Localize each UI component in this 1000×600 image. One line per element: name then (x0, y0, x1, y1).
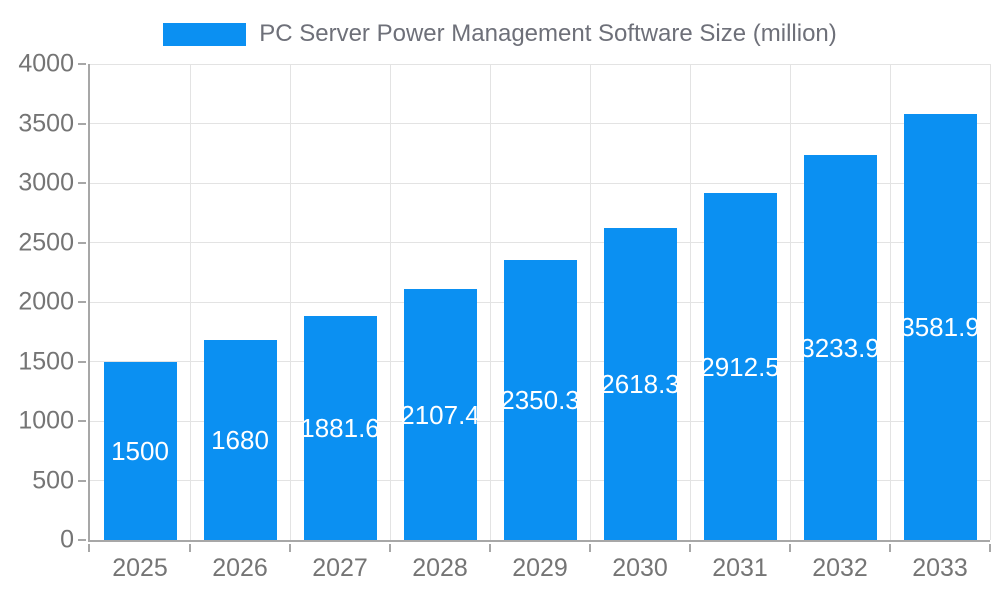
x-axis-label: 2033 (912, 554, 968, 582)
y-axis-tick (78, 182, 86, 184)
y-gridline (90, 242, 990, 243)
bar-value-label: 3581.9 (900, 311, 980, 342)
bar[interactable]: 2350.3 (500, 260, 580, 540)
x-axis-tick (289, 544, 291, 552)
x-axis-label: 2026 (212, 554, 268, 582)
bar-value-label: 1680 (211, 425, 269, 456)
x-gridline (489, 64, 491, 540)
x-gridline (889, 64, 891, 540)
x-axis-tick (88, 544, 90, 552)
y-axis-label: 0 (60, 525, 74, 554)
bar-value-label: 2107.4 (400, 399, 480, 430)
x-gridline (589, 64, 591, 540)
bar[interactable]: 2912.5 (700, 193, 780, 540)
x-axis-tick (589, 544, 591, 552)
y-axis-label: 1000 (18, 406, 74, 435)
x-axis-tick (189, 544, 191, 552)
y-axis-label: 3500 (18, 109, 74, 137)
x-gridline (289, 64, 291, 540)
y-axis-label: 4000 (18, 49, 74, 78)
x-gridline (389, 64, 391, 540)
legend[interactable]: PC Server Power Management Software Size… (0, 20, 1000, 48)
y-axis-tick (78, 360, 86, 363)
x-axis-label: 2032 (812, 554, 868, 582)
y-axis-tick (78, 301, 86, 303)
bar[interactable]: 3233.9 (800, 155, 880, 540)
y-axis-tick (78, 122, 86, 125)
bar-value-label: 3233.9 (800, 332, 880, 363)
bar[interactable]: 1881.6 (300, 316, 380, 540)
y-gridline (90, 123, 990, 124)
x-axis-label: 2030 (612, 554, 668, 582)
y-axis-label: 500 (32, 466, 74, 494)
x-axis-tick (789, 544, 791, 552)
y-axis-tick (78, 420, 86, 422)
plot-area: 0 500 1000 1500 2000 2500 3000 3500 4000 1500 2025… (18, 50, 991, 582)
bar[interactable]: 1500 (103, 361, 177, 540)
x-gridline (689, 64, 691, 540)
x-axis-tick (689, 544, 691, 552)
legend-label: PC Server Power Management Software Size… (259, 20, 837, 47)
x-axis-label: 2025 (112, 554, 168, 582)
x-axis-tick (489, 544, 491, 552)
x-gridline (789, 64, 791, 540)
x-axis-tick (889, 544, 891, 552)
bar[interactable]: 1680 (203, 340, 277, 540)
y-axis-tick (78, 63, 86, 65)
x-axis-label: 2028 (412, 554, 468, 582)
y-axis-label: 3000 (18, 168, 74, 197)
y-axis-tick (78, 539, 86, 541)
x-axis-tick (989, 544, 991, 552)
x-axis-label: 2031 (712, 554, 768, 582)
bar[interactable]: 3581.9 (900, 113, 980, 540)
x-axis-tick (389, 544, 391, 552)
x-gridline (989, 64, 991, 540)
bar-value-label: 2350.3 (500, 385, 580, 416)
bar-value-label: 2912.5 (700, 351, 780, 382)
y-axis-label: 2500 (18, 228, 74, 256)
bar-value-label: 1500 (111, 435, 169, 466)
bar[interactable]: 2618.3 (600, 228, 680, 540)
bar-value-label: 2618.3 (600, 369, 680, 400)
y-gridline (90, 63, 990, 65)
y-axis-label: 2000 (18, 287, 74, 316)
legend-swatch-icon (163, 22, 247, 46)
bar[interactable]: 2107.4 (400, 289, 480, 540)
x-axis-label: 2029 (512, 554, 568, 582)
y-axis-tick (78, 241, 86, 244)
y-axis-label: 1500 (18, 347, 74, 375)
bar-value-label: 1881.6 (300, 413, 380, 444)
y-gridline (90, 182, 990, 184)
x-gridline (189, 64, 191, 540)
y-axis-tick (78, 479, 86, 482)
x-axis-label: 2027 (312, 554, 368, 582)
